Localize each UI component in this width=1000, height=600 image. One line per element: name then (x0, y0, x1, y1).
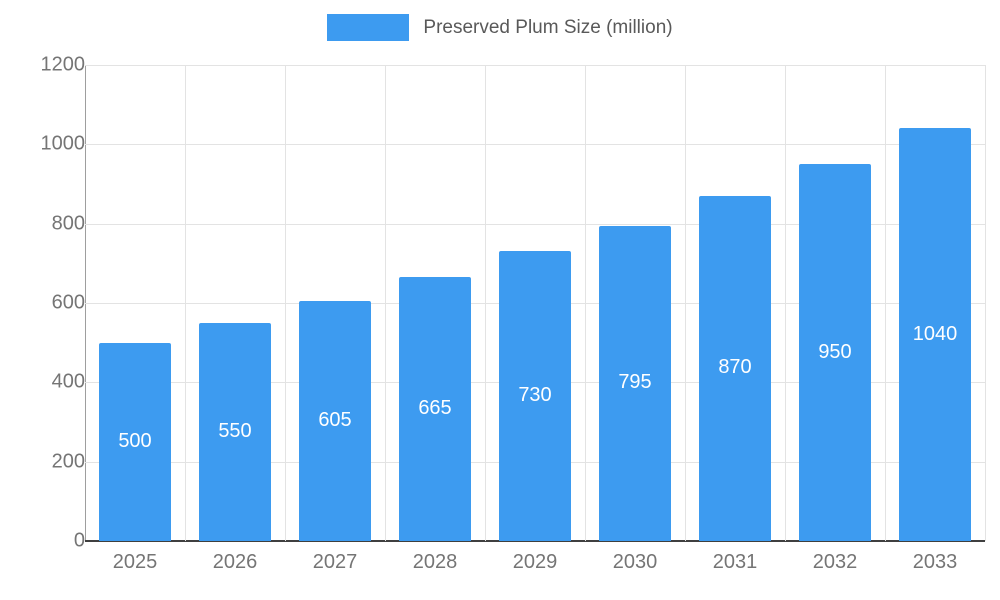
bar: 605 (299, 301, 371, 541)
y-tick-label: 200 (51, 450, 85, 473)
bar: 950 (799, 164, 871, 541)
plot-area: 500 550 605 665 730 795 870 950 1040 (85, 65, 986, 542)
chart-legend[interactable]: Preserved Plum Size (million) (0, 14, 1000, 41)
bar: 1040 (899, 128, 971, 541)
x-tick-label: 2028 (412, 551, 458, 573)
v-gridline (385, 65, 386, 541)
y-tick-label: 400 (51, 370, 85, 393)
bar-value-label: 950 (818, 340, 852, 363)
bar-value-label: 870 (718, 356, 752, 379)
bar-value-label: 795 (618, 371, 652, 394)
bar-value-label: 605 (318, 409, 352, 432)
v-gridline (185, 65, 186, 541)
x-tick-label: 2027 (312, 551, 358, 573)
bar: 500 (99, 342, 171, 541)
h-gridline (85, 144, 985, 146)
y-tick-label: 0 (73, 529, 85, 552)
x-tick-label: 2026 (212, 551, 258, 573)
y-tick-label: 800 (51, 212, 85, 235)
y-tick-label: 600 (51, 291, 85, 314)
bar-value-label: 665 (418, 397, 452, 420)
v-gridline (685, 65, 686, 541)
x-tick-label: 2031 (712, 551, 758, 573)
v-gridline (285, 65, 286, 541)
bar: 870 (699, 195, 771, 541)
bar-value-label: 1040 (912, 322, 958, 345)
y-tick-label: 1000 (40, 132, 86, 155)
legend-swatch (327, 14, 410, 41)
y-tick-label: 1200 (40, 53, 86, 76)
x-tick-label: 2032 (812, 551, 858, 573)
v-gridline (785, 65, 786, 541)
bar: 665 (399, 277, 471, 541)
x-axis-line (85, 540, 985, 542)
x-tick-label: 2029 (512, 551, 558, 573)
v-gridline (485, 65, 486, 541)
x-tick-label: 2030 (612, 551, 658, 573)
v-gridline (885, 65, 886, 541)
bar-value-label: 550 (218, 419, 252, 442)
legend-label: Preserved Plum Size (million) (423, 16, 673, 38)
bar: 550 (199, 322, 271, 541)
bar-value-label: 500 (118, 429, 152, 452)
x-tick-label: 2025 (112, 551, 158, 573)
h-gridline (85, 65, 985, 66)
v-gridline (985, 65, 986, 541)
bar: 730 (499, 251, 571, 541)
x-tick-label: 2033 (912, 551, 958, 573)
bar: 795 (599, 225, 671, 541)
v-gridline (585, 65, 586, 541)
h-gridline (85, 223, 985, 225)
bar-value-label: 730 (518, 384, 552, 407)
